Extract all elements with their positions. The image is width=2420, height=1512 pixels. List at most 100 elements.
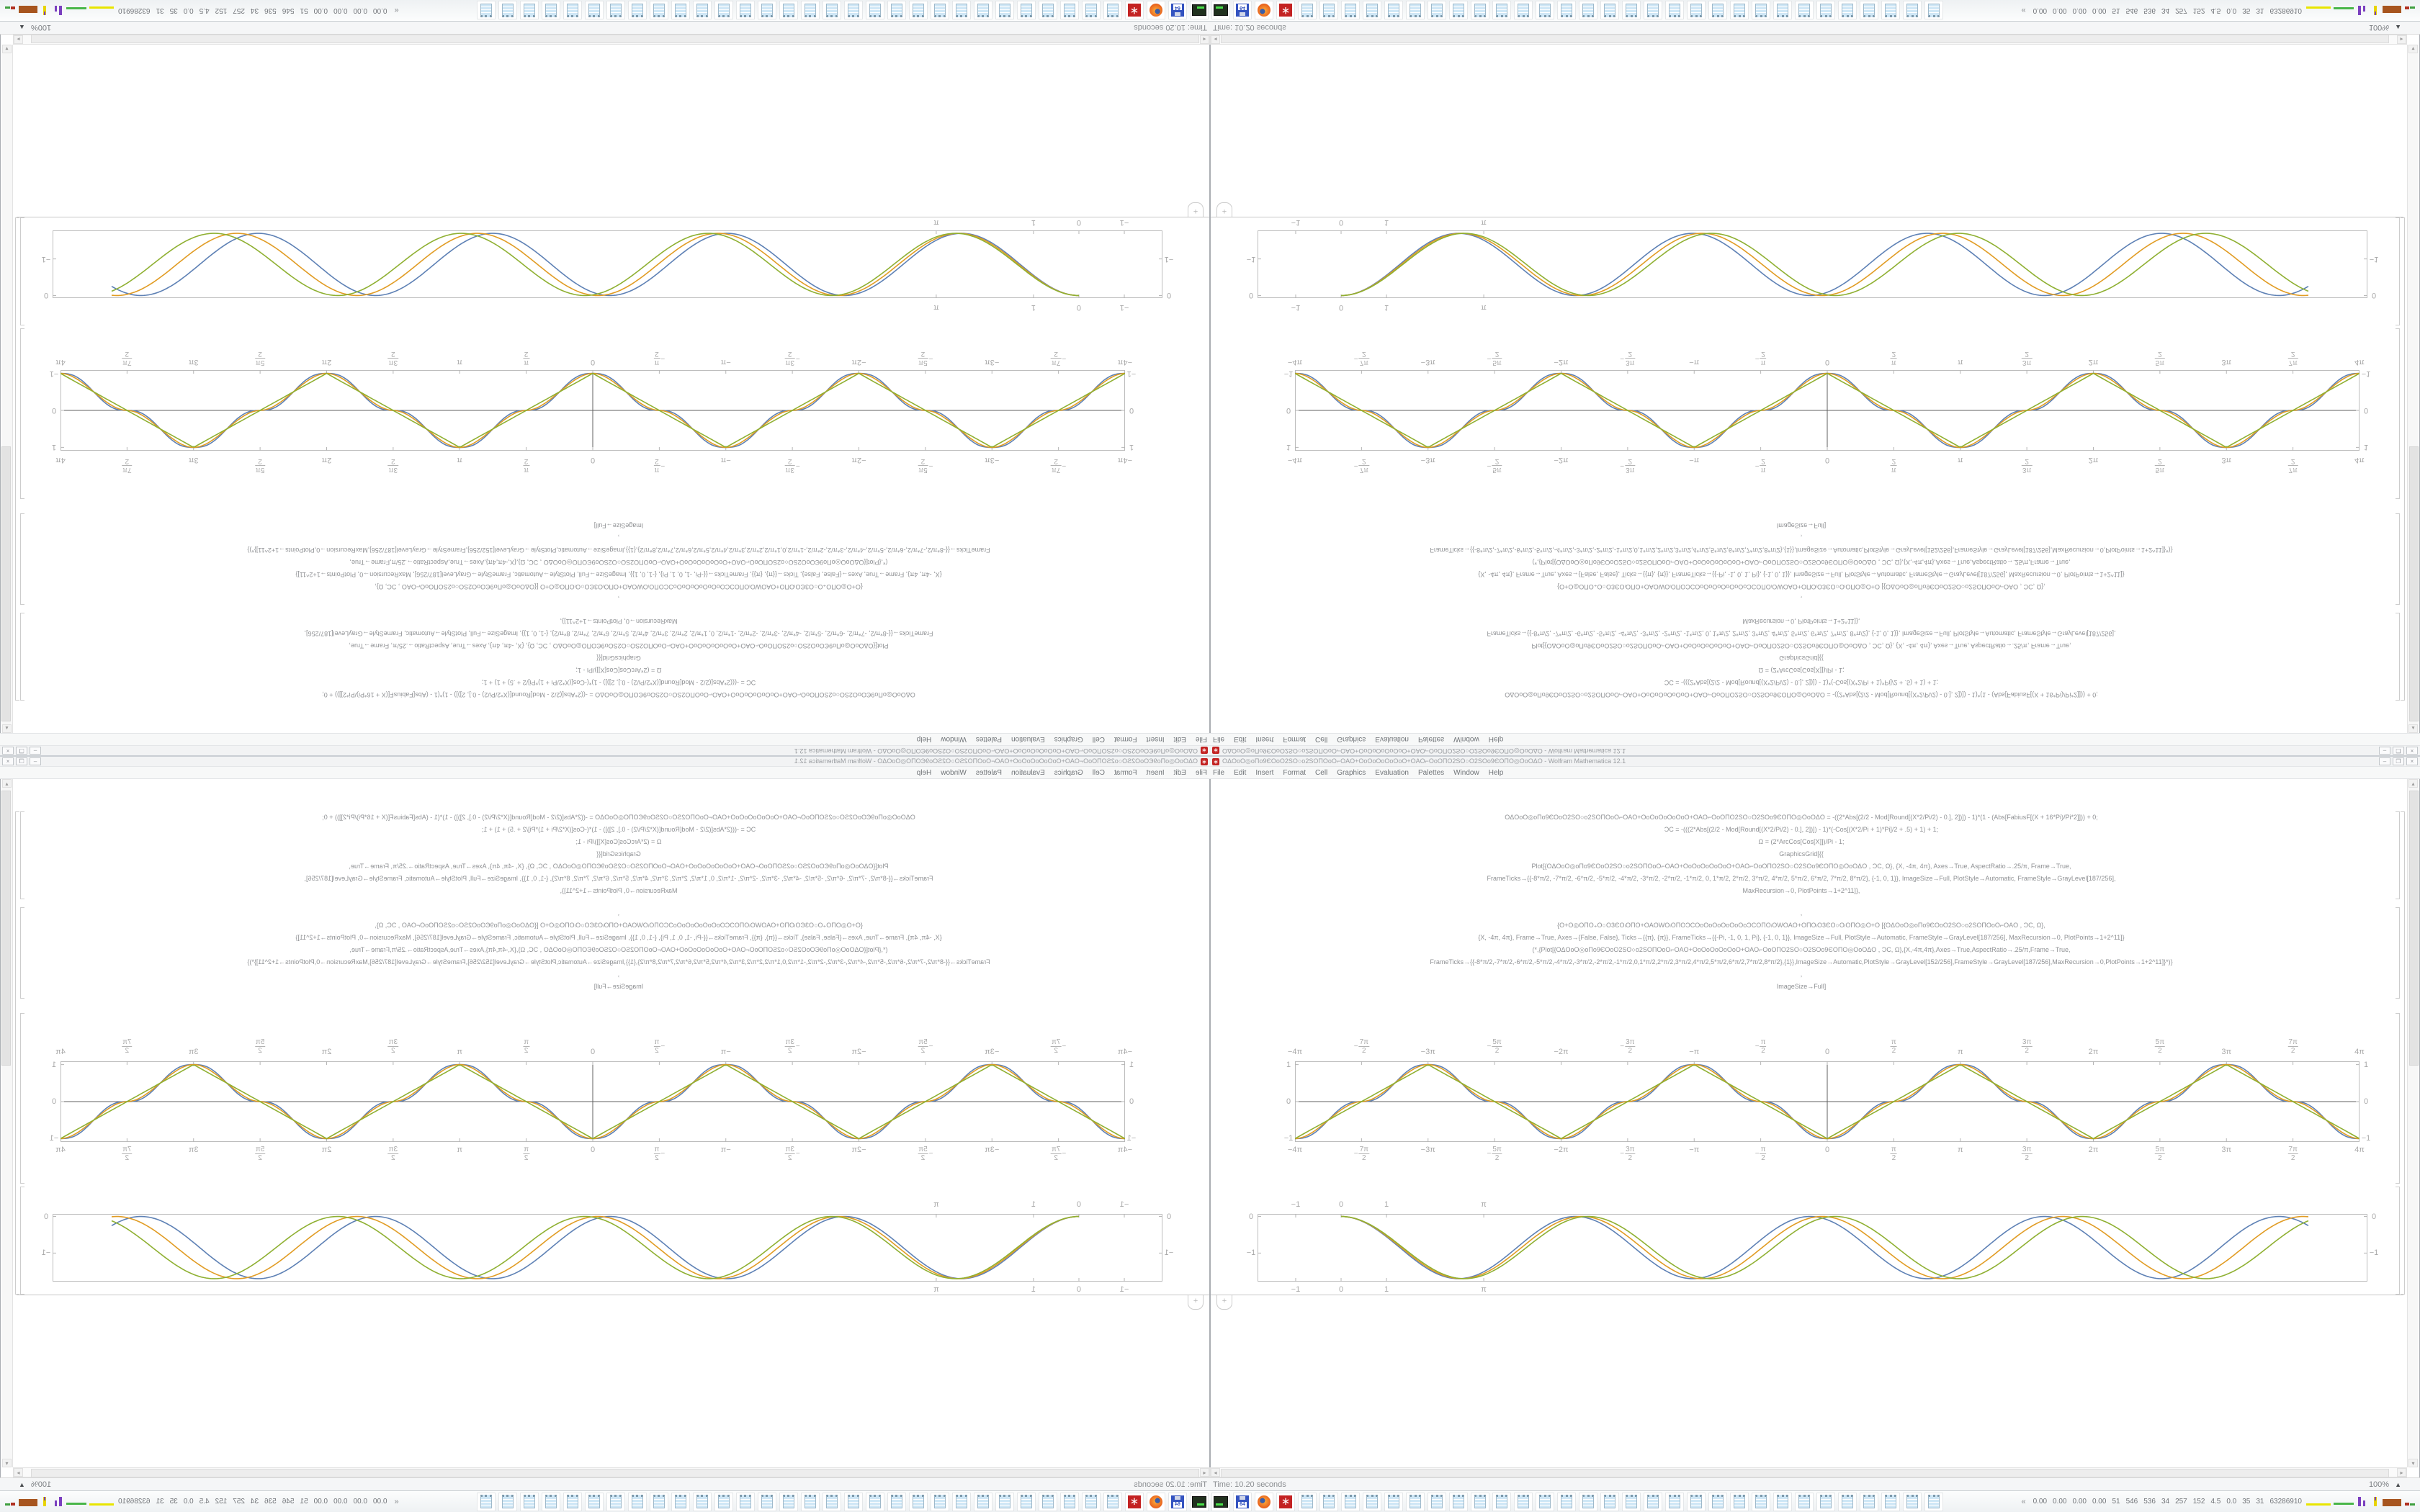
minimize-button[interactable]: –	[2379, 757, 2390, 765]
taskbar-notepad-button[interactable]	[1449, 1, 1468, 20]
scroll-left-arrow[interactable]: ◂	[1211, 35, 1220, 44]
zoom-dropdown-arrow-icon[interactable]: ▲	[2395, 1480, 2401, 1488]
taskbar-notepad-button[interactable]	[823, 1492, 841, 1511]
taskbar-notepad-button[interactable]	[1039, 1, 1057, 20]
taskbar-notepad-button[interactable]	[1644, 1492, 1662, 1511]
vertical-scroll-thumb[interactable]	[2409, 791, 2419, 1066]
taskbar-drive-button[interactable]	[1190, 1, 1209, 20]
taskbar-notepad-button[interactable]	[1384, 1, 1403, 20]
menu-format[interactable]: Format	[1283, 768, 1307, 777]
taskbar-notepad-button[interactable]	[714, 1492, 733, 1511]
taskbar-notepad-button[interactable]	[563, 1, 582, 20]
scroll-right-arrow[interactable]: ▸	[2397, 1468, 2406, 1477]
menu-help[interactable]: Help	[1488, 735, 1504, 744]
insert-cell-plus-tab[interactable]: +	[1216, 1295, 1232, 1310]
scroll-right-arrow[interactable]: ▸	[14, 35, 23, 44]
restore-button[interactable]: ❐	[2393, 747, 2404, 755]
menu-window[interactable]: Window	[1453, 735, 1479, 744]
horizontal-scroll-thumb[interactable]	[1221, 35, 2389, 43]
taskbar-notepad-button[interactable]	[758, 1492, 776, 1511]
menu-palettes[interactable]: Palettes	[975, 768, 1002, 777]
zoom-dropdown-arrow-icon[interactable]: ▲	[19, 24, 25, 32]
taskbar-notepad-button[interactable]	[1341, 1, 1360, 20]
vertical-scrollbar[interactable]: ▴ ▾	[1, 779, 13, 1467]
title-bar[interactable]: ∗ OΔOoO◎oΠo9ЄOoO2SO○o2SOΠOoO⌐OΑO+OoOoOoO…	[0, 745, 1210, 756]
horizontal-scroll-thumb[interactable]	[31, 1469, 1199, 1477]
taskbar-notepad-button[interactable]	[1622, 1, 1641, 20]
taskbar-notepad-button[interactable]	[1622, 1492, 1641, 1511]
cell-bracket[interactable]	[20, 1013, 24, 1184]
menu-graphics[interactable]: Graphics	[1337, 735, 1366, 744]
scroll-up-arrow[interactable]: ▴	[2408, 724, 2418, 733]
menu-file[interactable]: File	[1213, 735, 1225, 744]
restore-button[interactable]: ❐	[2393, 757, 2404, 765]
vertical-scrollbar[interactable]: ▴ ▾	[2407, 45, 2419, 733]
taskbar-notepad-button[interactable]	[1773, 1492, 1792, 1511]
taskbar-notepad-button[interactable]	[1082, 1, 1101, 20]
taskbar-notepad-button[interactable]	[823, 1, 841, 20]
magnification-control[interactable]: 100% ▲	[2369, 1480, 2401, 1489]
close-button[interactable]: ×	[2406, 757, 2418, 765]
close-button[interactable]: ×	[2406, 747, 2418, 755]
vertical-scroll-thumb[interactable]	[1, 446, 11, 721]
taskbar-notepad-button[interactable]	[520, 1, 539, 20]
taskbar-notepad-button[interactable]	[1341, 1492, 1360, 1511]
menu-edit[interactable]: Edit	[1173, 768, 1186, 777]
taskbar-notepad-button[interactable]	[931, 1492, 949, 1511]
menu-edit[interactable]: Edit	[1234, 768, 1247, 777]
scroll-down-arrow[interactable]: ▾	[2408, 1459, 2418, 1467]
menu-graphics[interactable]: Graphics	[1054, 768, 1083, 777]
taskbar-notepad-button[interactable]	[1687, 1, 1706, 20]
horizontal-scrollbar[interactable]: ◂ ▸	[1210, 35, 2407, 45]
taskbar-notepad-button[interactable]	[1471, 1492, 1489, 1511]
taskbar-notepad-button[interactable]	[844, 1, 863, 20]
taskbar-notepad-button[interactable]	[1924, 1492, 1943, 1511]
taskbar-notepad-button[interactable]	[1795, 1, 1814, 20]
taskbar-notepad-button[interactable]	[1471, 1, 1489, 20]
taskbar-notepad-button[interactable]	[1903, 1, 1922, 20]
taskbar-floppy64-button[interactable]: 64	[1168, 1492, 1187, 1511]
taskbar-notepad-button[interactable]	[628, 1492, 647, 1511]
taskbar-notepad-button[interactable]	[498, 1, 517, 20]
taskbar-notepad-button[interactable]	[974, 1, 992, 20]
scroll-left-arrow[interactable]: ◂	[1200, 35, 1209, 44]
vertical-scroll-thumb[interactable]	[2409, 446, 2419, 721]
cell-bracket[interactable]	[20, 217, 24, 325]
taskbar-notepad-button[interactable]	[1773, 1, 1792, 20]
taskbar-notepad-button[interactable]	[844, 1492, 863, 1511]
tray-chevron-icon[interactable]: «	[394, 6, 399, 15]
scroll-right-arrow[interactable]: ▸	[14, 1468, 23, 1477]
taskbar-notepad-button[interactable]	[1060, 1, 1079, 20]
notebook-content[interactable]: OΔOoO◎oΠo9ЄOoO2SO○o2SOΠOoO⌐OΑO+OoOoOoOoO…	[14, 779, 1209, 1467]
taskbar-notepad-button[interactable]	[736, 1, 755, 20]
insert-cell-plus-tab[interactable]: +	[1188, 1295, 1204, 1310]
taskbar-notepad-button[interactable]	[1428, 1492, 1446, 1511]
taskbar-notepad-button[interactable]	[1492, 1492, 1511, 1511]
taskbar-notepad-button[interactable]	[866, 1492, 884, 1511]
taskbar-notepad-button[interactable]	[1816, 1, 1835, 20]
taskbar-firefox-button[interactable]	[1255, 1492, 1273, 1511]
taskbar-notepad-button[interactable]	[887, 1, 906, 20]
taskbar-notepad-button[interactable]	[1708, 1492, 1727, 1511]
taskbar-notepad-button[interactable]	[801, 1492, 820, 1511]
notebook-content[interactable]: OΔOoO◎oΠo9ЄOoO2SO○o2SOΠOoO⌐OΑO+OoOoOoOoO…	[14, 45, 1209, 733]
taskbar-gear-button[interactable]: ∗	[1276, 1, 1295, 20]
taskbar-notepad-button[interactable]	[606, 1492, 625, 1511]
taskbar-notepad-button[interactable]	[1838, 1492, 1857, 1511]
magnification-control[interactable]: 100% ▲	[19, 24, 51, 32]
taskbar-notepad-button[interactable]	[477, 1492, 496, 1511]
scroll-left-arrow[interactable]: ◂	[1200, 1468, 1209, 1477]
taskbar-notepad-button[interactable]	[1514, 1, 1533, 20]
taskbar-notepad-button[interactable]	[1298, 1, 1317, 20]
taskbar-notepad-button[interactable]	[477, 1, 496, 20]
taskbar-notepad-button[interactable]	[887, 1492, 906, 1511]
notebook-content[interactable]: OΔOoO◎oΠo9ЄOoO2SO○o2SOΠOoO⌐OΑO+OoOoOoOoO…	[1211, 45, 2406, 733]
taskbar-notepad-button[interactable]	[1017, 1, 1036, 20]
magnification-control[interactable]: 100% ▲	[2369, 24, 2401, 32]
tray-chevron-icon[interactable]: «	[2021, 1497, 2026, 1506]
taskbar-notepad-button[interactable]	[671, 1492, 690, 1511]
taskbar-notepad-button[interactable]	[909, 1, 928, 20]
taskbar-notepad-button[interactable]	[606, 1, 625, 20]
taskbar-notepad-button[interactable]	[585, 1492, 604, 1511]
notebook-content[interactable]: OΔOoO◎oΠo9ЄOoO2SO○o2SOΠOoO⌐OΑO+OoOoOoOoO…	[1211, 779, 2406, 1467]
